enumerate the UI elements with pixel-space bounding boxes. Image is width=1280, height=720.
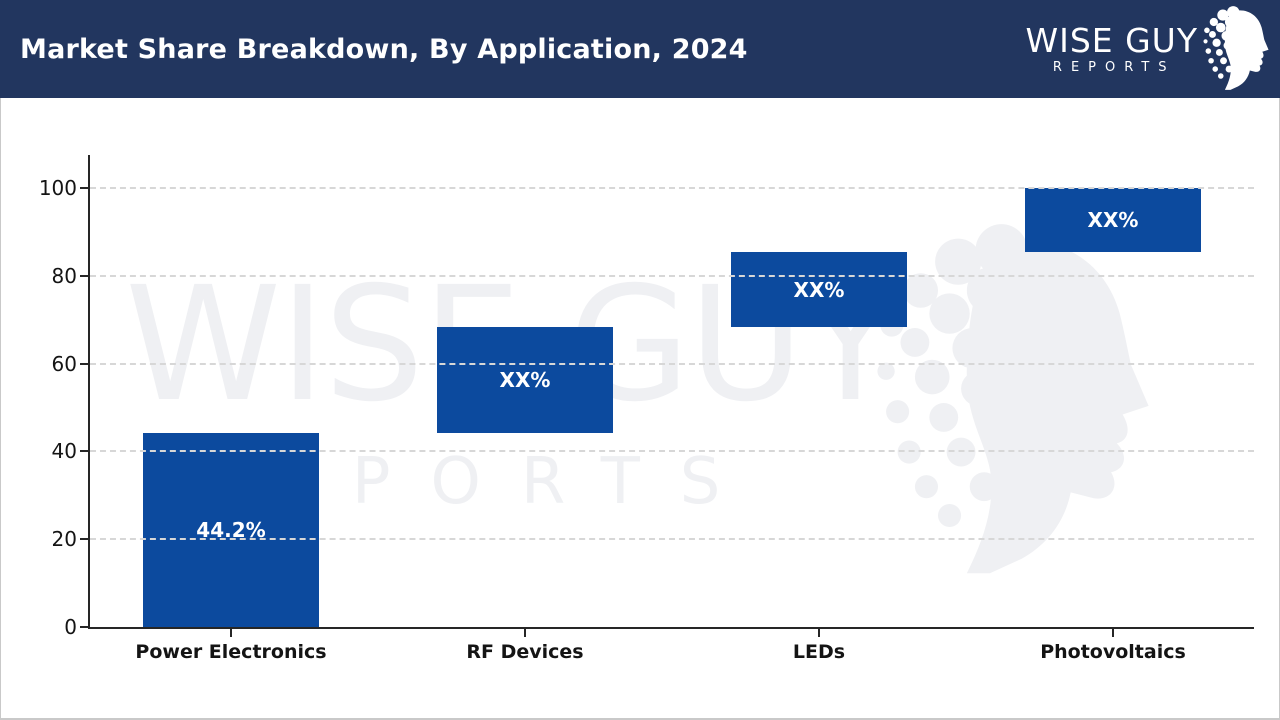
y-tick-label: 100 xyxy=(38,176,77,200)
x-category-label: Photovoltaics xyxy=(1040,641,1186,663)
gridline xyxy=(90,450,1254,453)
bar-photovoltaics xyxy=(1025,188,1201,253)
logo-face-icon xyxy=(1203,6,1269,90)
y-tick-mark xyxy=(80,362,89,365)
y-tick-mark xyxy=(80,274,89,277)
wise-guy-logo: WISE GUY REPORTS xyxy=(1025,6,1272,92)
x-category-label: Power Electronics xyxy=(135,641,327,663)
bar-rf-devices xyxy=(437,327,613,433)
y-tick-mark xyxy=(80,187,89,189)
x-category-label: LEDs xyxy=(792,641,846,663)
bar-value-label: XX% xyxy=(499,368,551,393)
y-tick-label: 40 xyxy=(51,439,77,464)
logo-subtext: REPORTS xyxy=(1052,60,1176,75)
x-tick-mark xyxy=(524,629,526,637)
x-category-label: RF Devices xyxy=(466,641,584,663)
watermark-face-icon xyxy=(877,224,1149,574)
header-bar: Market Share Breakdown, By Application, … xyxy=(0,0,1280,98)
x-tick-mark xyxy=(1112,629,1114,637)
y-tick-label: 60 xyxy=(51,351,77,376)
y-tick-label: 20 xyxy=(51,527,77,552)
chart-canvas: WISE GUY REPORTS 0 20 40 60 80 100 44.2% Power … xyxy=(0,98,1280,720)
bar-power-electronics xyxy=(143,432,319,627)
logo-wordmark: WISE GUY xyxy=(1025,21,1198,60)
waterfall-plot: 0 20 40 60 80 100 44.2% Power Electronics XX% RF … xyxy=(1,98,1279,718)
bar-value-label: 44.2% xyxy=(196,517,266,542)
x-tick-mark xyxy=(230,629,232,637)
bar-value-label: XX% xyxy=(793,277,845,302)
bar-leds xyxy=(731,252,907,328)
y-tick-mark xyxy=(80,538,89,541)
gridline xyxy=(90,362,1254,365)
bar-value-label: XX% xyxy=(1087,208,1139,233)
gridline xyxy=(90,274,1254,277)
x-tick-mark xyxy=(818,629,820,637)
y-tick-mark xyxy=(80,450,89,453)
x-axis-line xyxy=(88,627,1254,629)
logo-text: WISE GUY REPORTS xyxy=(1025,24,1198,74)
y-tick-label: 80 xyxy=(51,263,77,288)
y-tick-label: 0 xyxy=(64,615,77,639)
gridline xyxy=(90,538,1254,541)
y-tick-mark xyxy=(80,626,89,628)
page-title: Market Share Breakdown, By Application, … xyxy=(20,33,748,65)
gridline xyxy=(90,187,1254,189)
y-axis-line xyxy=(88,155,90,629)
